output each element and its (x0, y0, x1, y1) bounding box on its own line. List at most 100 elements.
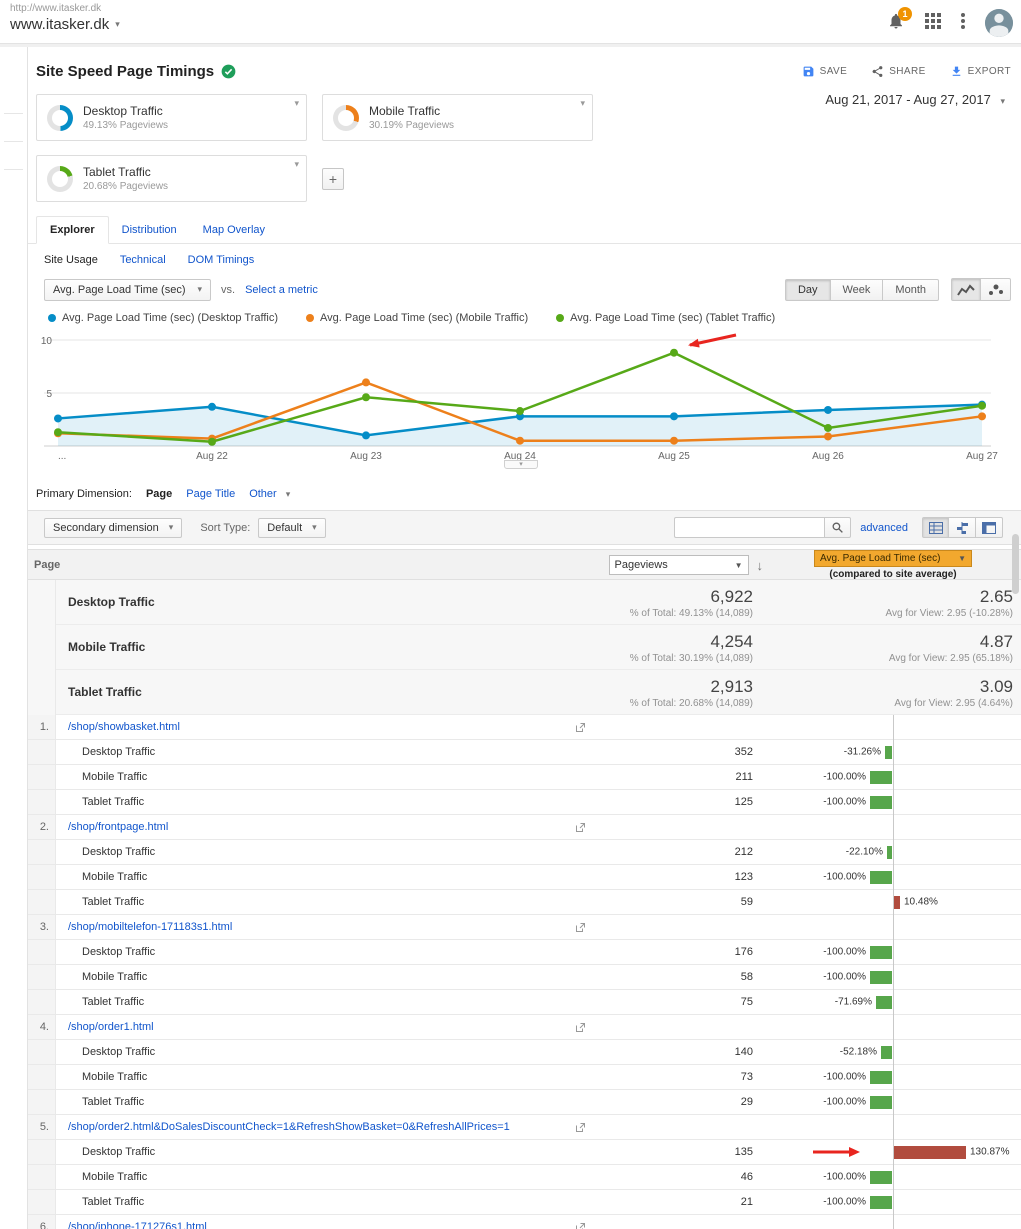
svg-text:...: ... (58, 451, 66, 462)
bar-cell: -100.00% (765, 940, 1021, 965)
data-point (670, 412, 678, 421)
summary-segment-name: Desktop Traffic (68, 595, 155, 609)
export-label: EXPORT (967, 66, 1011, 77)
metric-dropdown[interactable]: Avg. Page Load Time (sec) ▾ (44, 278, 212, 301)
legend-item[interactable]: Avg. Page Load Time (sec) (Tablet Traffi… (556, 312, 775, 324)
bar-axis-line (893, 1140, 894, 1165)
select-metric-link[interactable]: Select a metric (245, 283, 318, 296)
search-button[interactable] (824, 517, 852, 538)
segment-card-mobile[interactable]: ▾ Mobile Traffic 30.19% Pageviews (322, 94, 593, 141)
pageviews-value: 123 (734, 871, 753, 883)
row-number-cell (28, 990, 56, 1014)
save-button[interactable]: SAVE (802, 65, 848, 78)
segment-donut-icon (333, 104, 359, 131)
granularity-month-button[interactable]: Month (883, 278, 939, 301)
avatar[interactable] (985, 9, 1013, 37)
sort-type-value: Default (267, 521, 303, 534)
page-cell: /shop/iphone-171276s1.html (56, 1215, 596, 1229)
change-bar (894, 896, 900, 909)
pageviews-value: 352 (734, 746, 753, 758)
open-in-new-icon[interactable] (575, 1022, 586, 1033)
kebab-menu-button[interactable] (961, 12, 965, 34)
segment-card-desktop[interactable]: ▾ Desktop Traffic 49.13% Pageviews (36, 94, 307, 141)
date-range-label: Aug 21, 2017 - Aug 27, 2017 (825, 92, 991, 107)
device-row: Desktop Traffic 140 -52.18% (28, 1040, 1021, 1065)
pageviews-value: 212 (734, 846, 753, 858)
account-selector[interactable]: www.itasker.dk ▾ (10, 16, 1011, 33)
date-range-selector[interactable]: Aug 21, 2017 - Aug 27, 2017 ▾ (825, 92, 1005, 107)
motion-chart-view-button[interactable] (981, 278, 1011, 301)
sort-type-button[interactable]: Default ▾ (258, 517, 326, 538)
page-link[interactable]: /shop/frontpage.html (68, 821, 169, 833)
open-in-new-icon[interactable] (575, 1122, 586, 1133)
apps-grid-button[interactable] (925, 12, 941, 34)
segment-name: Desktop Traffic (83, 104, 163, 118)
page-link[interactable]: /shop/order1.html (68, 1021, 154, 1033)
change-bar (870, 1096, 892, 1109)
legend-item[interactable]: Avg. Page Load Time (sec) (Desktop Traff… (48, 312, 278, 324)
page-link[interactable]: /shop/showbasket.html (68, 721, 180, 733)
open-in-new-icon[interactable] (575, 922, 586, 933)
dimension-page-title[interactable]: Page Title (186, 488, 236, 500)
summary-metric-value: 4.87 (979, 632, 1013, 651)
bar-cell (765, 815, 1021, 840)
page-link[interactable]: /shop/order2.html&DoSalesDiscountCheck=1… (68, 1121, 510, 1133)
secondary-dimension-button[interactable]: Secondary dimension ▾ (44, 517, 183, 538)
sort-direction-icon[interactable]: ↓ (756, 557, 764, 573)
segment-card-tablet[interactable]: ▾ Tablet Traffic 20.68% Pageviews (36, 155, 307, 202)
pageviews-column-dropdown[interactable]: Pageviews ▼ (608, 555, 749, 575)
subtab-dom-timings[interactable]: DOM Timings (187, 254, 255, 266)
device-row: Mobile Traffic 58 -100.00% (28, 965, 1021, 990)
line-chart-view-button[interactable] (951, 278, 981, 301)
add-segment-button[interactable]: + (322, 167, 344, 190)
summary-metric-cell: 2.65 Avg for View: 2.95 (-10.28%) (765, 580, 1021, 625)
dimension-other[interactable]: Other ▾ (249, 488, 290, 500)
notifications-button[interactable]: 1 (887, 6, 912, 35)
data-point (824, 423, 832, 432)
pageviews-value: 21 (740, 1196, 753, 1208)
page-link[interactable]: /shop/mobiltelefon-171183s1.html (68, 921, 233, 933)
tab-map-overlay[interactable]: Map Overlay (202, 224, 266, 236)
svg-text:10: 10 (41, 336, 53, 347)
subtab-site-usage[interactable]: Site Usage (44, 254, 98, 266)
timeline-svg: 5 10... Aug 22 Aug 23 Aug 24 Aug 25 Aug 26 Aug … (41, 333, 998, 462)
kebab-icon (961, 12, 965, 29)
table-search-input[interactable] (674, 517, 825, 538)
comparison-view-button[interactable] (949, 517, 976, 538)
column-header-page[interactable]: Page (34, 559, 61, 571)
share-button[interactable]: SHARE (871, 65, 925, 78)
scrollbar-thumb[interactable] (1012, 534, 1019, 594)
chevron-down-icon: ▾ (115, 19, 120, 29)
change-bar (870, 1196, 892, 1209)
tab-explorer[interactable]: Explorer (36, 216, 109, 244)
dimension-page[interactable]: Page (145, 488, 173, 500)
granularity-day-button[interactable]: Day (784, 278, 831, 301)
summary-segment-name: Mobile Traffic (68, 640, 146, 654)
pivot-view-button[interactable] (976, 517, 1003, 538)
collapsed-sidebar[interactable] (0, 47, 28, 1229)
open-in-new-icon[interactable] (575, 722, 586, 733)
open-in-new-icon[interactable] (575, 822, 586, 833)
summary-pageviews-subtext: % of Total: 49.13% (14,089) (629, 608, 753, 619)
device-name: Tablet Traffic (82, 996, 145, 1008)
device-name: Desktop Traffic (82, 1046, 156, 1058)
data-view-button[interactable] (922, 517, 949, 538)
advanced-search-link[interactable]: advanced (860, 521, 908, 534)
row-number-cell (28, 1040, 56, 1064)
annotations-handle[interactable]: ▾ (504, 460, 538, 469)
open-in-new-icon[interactable] (575, 1222, 586, 1229)
legend-item[interactable]: Avg. Page Load Time (sec) (Mobile Traffi… (306, 312, 528, 324)
export-button[interactable]: EXPORT (950, 65, 1011, 78)
device-row: Mobile Traffic 123 -100.00% (28, 865, 1021, 890)
row-number: 4. (28, 1015, 56, 1039)
verified-badge-icon (221, 64, 236, 79)
summary-metric-subtext: Avg for View: 2.95 (4.64%) (894, 698, 1013, 709)
metric-column-dropdown[interactable]: Avg. Page Load Time (sec) ▼ (814, 550, 972, 567)
granularity-week-button[interactable]: Week (830, 278, 884, 301)
tab-distribution[interactable]: Distribution (121, 224, 177, 236)
table-toolbar: Secondary dimension ▾ Sort Type: Default… (28, 510, 1021, 545)
pageviews-value: 125 (734, 796, 753, 808)
motion-chart-icon (988, 284, 1003, 295)
subtab-technical[interactable]: Technical (119, 254, 166, 266)
page-link[interactable]: /shop/iphone-171276s1.html (68, 1221, 207, 1229)
